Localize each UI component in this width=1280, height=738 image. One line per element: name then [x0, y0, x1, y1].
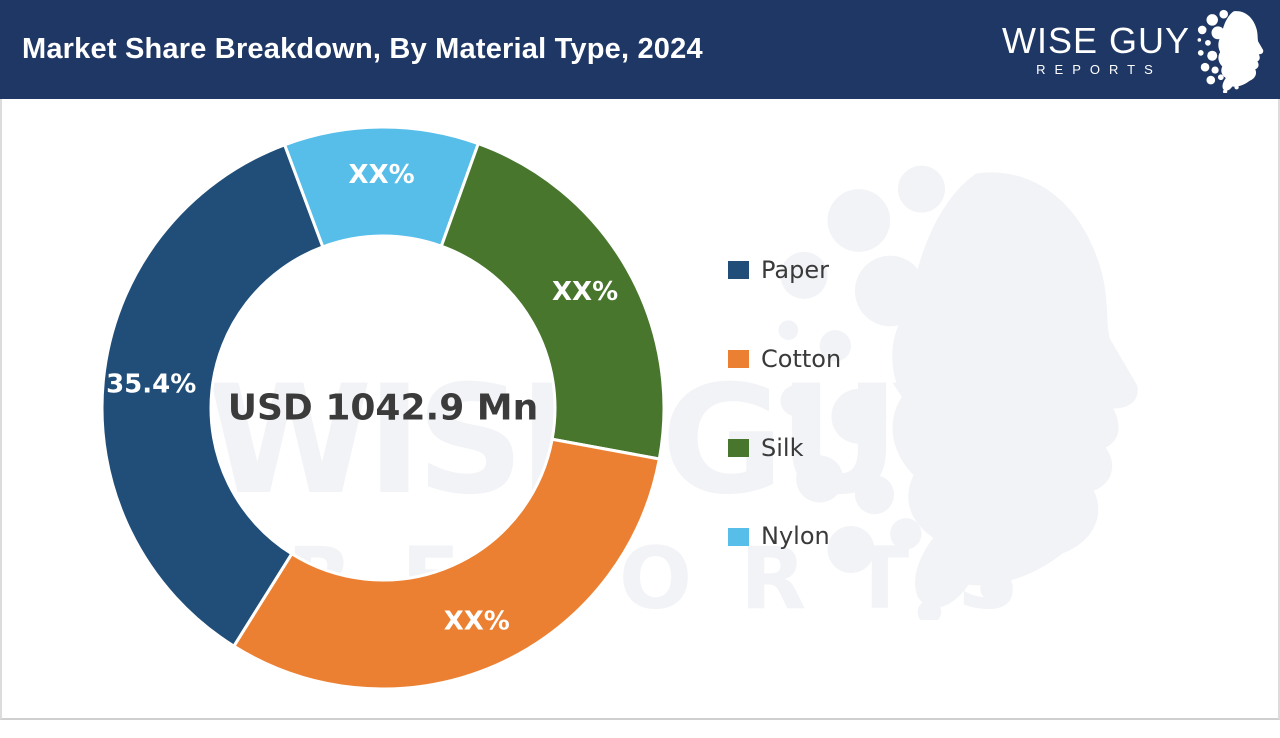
legend-label-paper: Paper: [761, 256, 829, 284]
logo-wordmark: WISE GUY: [1001, 20, 1190, 61]
donut-chart: XX% XX% XX% 35.4%: [100, 125, 666, 691]
segment-label-cotton: XX%: [444, 606, 510, 636]
legend-swatch-cotton: [728, 350, 749, 369]
legend-swatch-silk: [728, 438, 749, 457]
legend-item-cotton: Cotton: [728, 345, 841, 374]
legend-label-cotton: Cotton: [761, 344, 842, 373]
header-bar: Market Share Breakdown, By Material Type…: [0, 0, 1280, 99]
legend-label-silk: Silk: [761, 433, 804, 462]
donut-center-value: USD 1042.9 Mn: [227, 387, 539, 429]
legend-item-nylon: Nylon: [728, 522, 841, 551]
legend-label-nylon: Nylon: [761, 522, 830, 551]
segment-label-silk: XX%: [552, 277, 618, 307]
donut-segment-paper: [100, 143, 325, 648]
segment-label-paper: 35.4%: [106, 370, 196, 400]
legend-item-paper: Paper: [728, 256, 841, 285]
legend-swatch-paper: [728, 261, 749, 280]
donut-segment-silk: [439, 142, 666, 461]
legend-item-silk: Silk: [728, 434, 841, 463]
segment-label-nylon: XX%: [349, 160, 415, 190]
report-page: Market Share Breakdown, By Material Type…: [0, 0, 1280, 720]
face-profile-icon: [1192, 7, 1264, 93]
chart-legend: Paper Cotton Silk Nylon: [728, 256, 841, 551]
logo-subtitle: REPORTS: [1036, 62, 1162, 77]
page-title: Market Share Breakdown, By Material Type…: [22, 33, 703, 65]
logo-text: WISE GUY REPORTS: [1001, 20, 1190, 77]
legend-swatch-nylon: [728, 527, 749, 546]
wise-guy-reports-logo: WISE GUY REPORTS: [1002, 7, 1264, 93]
donut-segment-cotton: [232, 437, 661, 691]
